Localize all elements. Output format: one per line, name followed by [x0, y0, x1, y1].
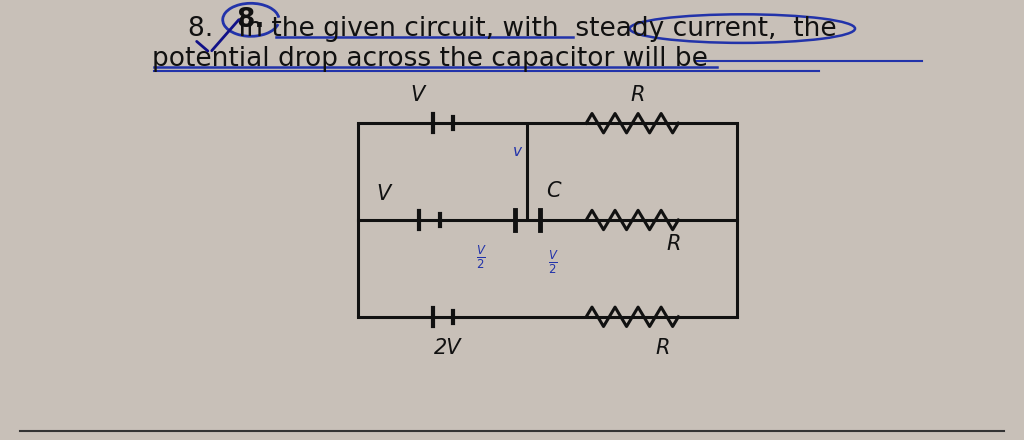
- Text: 8.   In the given circuit, with  steady current,  the: 8. In the given circuit, with steady cur…: [187, 15, 837, 42]
- Text: C: C: [546, 181, 560, 202]
- Text: V: V: [411, 84, 424, 105]
- Text: $\frac{V}{2}$: $\frac{V}{2}$: [548, 248, 558, 275]
- Text: R: R: [630, 84, 645, 105]
- Text: $\frac{V}{2}$: $\frac{V}{2}$: [476, 244, 486, 271]
- Text: 8.: 8.: [237, 7, 265, 33]
- Text: R: R: [655, 337, 671, 358]
- Text: 2V: 2V: [434, 337, 462, 358]
- Text: R: R: [666, 234, 681, 254]
- Text: V: V: [377, 183, 391, 204]
- Text: v: v: [513, 144, 521, 159]
- Text: potential drop across the capacitor will be: potential drop across the capacitor will…: [153, 46, 708, 73]
